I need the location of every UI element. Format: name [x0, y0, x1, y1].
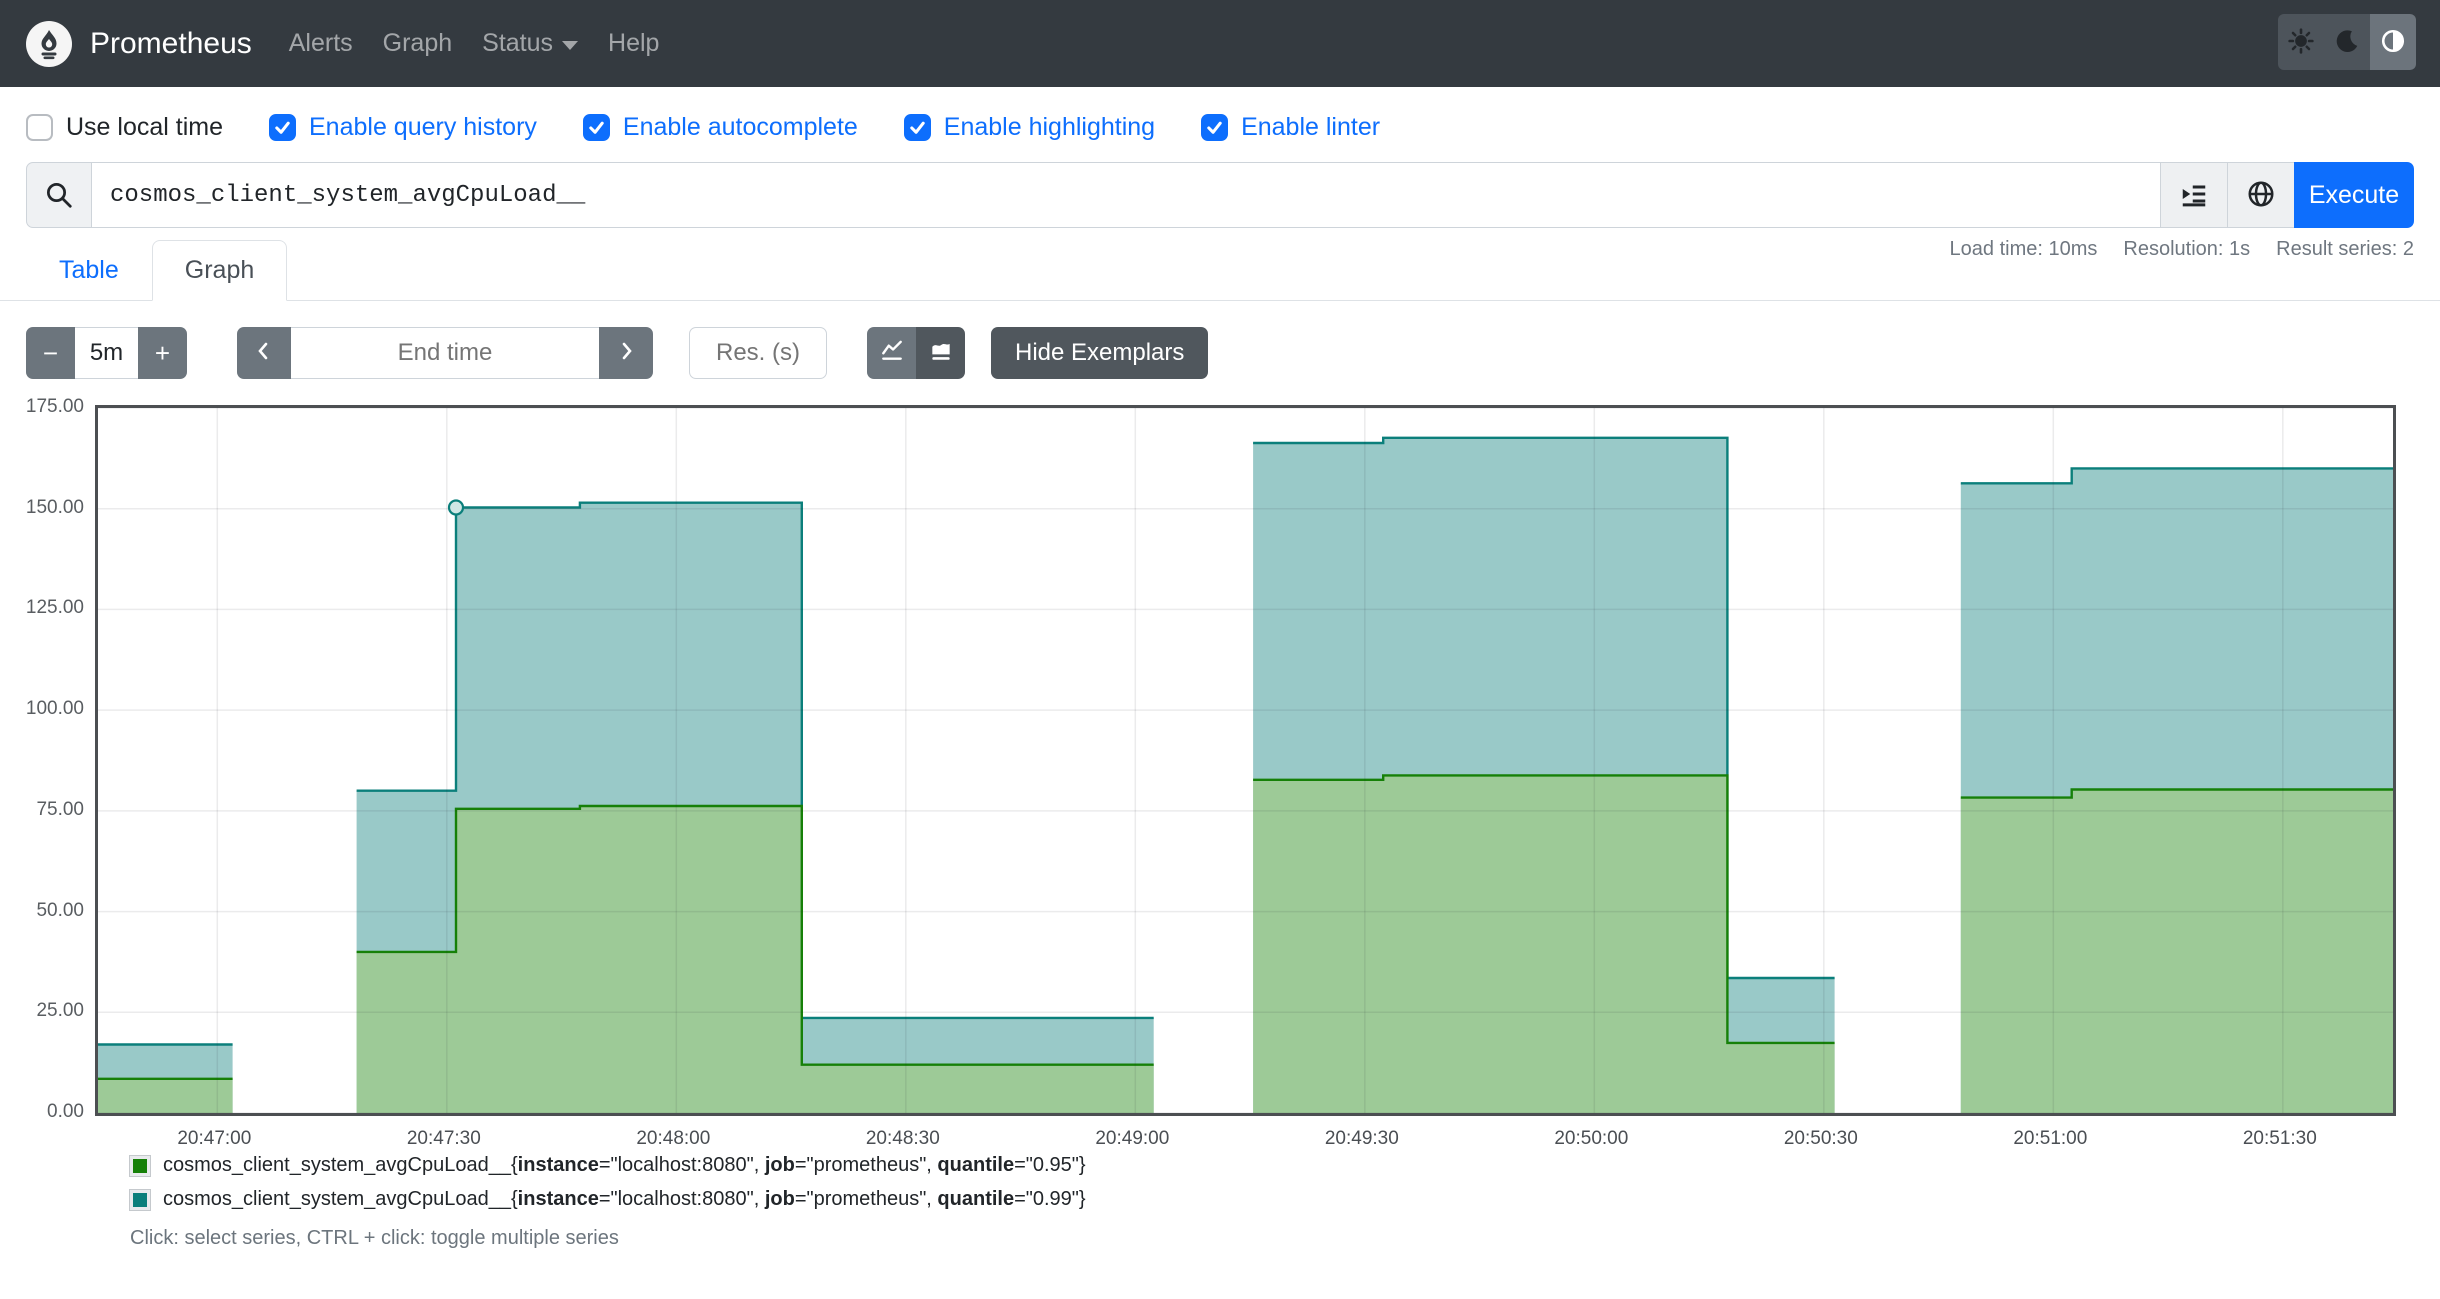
- x-tick-label: 20:50:30: [1783, 1128, 1858, 1149]
- legend-item[interactable]: cosmos_client_system_avgCpuLoad__{instan…: [129, 1154, 2440, 1177]
- moon-icon: [2334, 28, 2360, 57]
- line-chart-button[interactable]: [867, 327, 916, 379]
- end-time-picker: [237, 327, 653, 379]
- time-back-button[interactable]: [237, 327, 291, 379]
- nav-links: Alerts Graph Status Help: [274, 19, 675, 68]
- nav-item-help[interactable]: Help: [608, 29, 660, 57]
- nav-item-graph[interactable]: Graph: [382, 29, 453, 57]
- y-tick-label: 75.00: [36, 798, 84, 820]
- stacked-chart-button[interactable]: [916, 327, 965, 379]
- line-chart-icon: [879, 337, 905, 370]
- query-bar: Execute: [26, 162, 2414, 228]
- legend-swatch-icon: [129, 1188, 151, 1211]
- light-theme-button[interactable]: [2278, 14, 2324, 70]
- prometheus-logo-icon[interactable]: [26, 20, 72, 67]
- end-time-input[interactable]: [291, 327, 599, 379]
- y-tick-label: 175.00: [25, 396, 84, 417]
- dropdown-caret-icon: [562, 41, 579, 50]
- dark-theme-button[interactable]: [2324, 14, 2370, 70]
- hide-exemplars-button[interactable]: Hide Exemplars: [991, 327, 1209, 379]
- use-local-time-label: Use local time: [66, 113, 223, 141]
- enable-linter-checkbox[interactable]: [1201, 114, 1229, 141]
- legend-item[interactable]: cosmos_client_system_avgCpuLoad__{instan…: [129, 1188, 2440, 1211]
- enable-highlighting-option[interactable]: Enable highlighting: [903, 113, 1156, 142]
- range-increase-button[interactable]: +: [138, 327, 187, 379]
- y-tick-label: 50.00: [36, 899, 84, 921]
- enable-autocomplete-option[interactable]: Enable autocomplete: [582, 113, 858, 142]
- x-tick-label: 20:51:30: [2242, 1128, 2317, 1149]
- enable-query-history-checkbox[interactable]: [269, 114, 296, 141]
- y-tick-label: 150.00: [25, 496, 84, 518]
- legend-series-name: cosmos_client_system_avgCpuLoad__{instan…: [163, 1154, 1086, 1176]
- time-forward-button[interactable]: [599, 327, 653, 379]
- x-tick-label: 20:48:30: [865, 1128, 940, 1149]
- x-tick-label: 20:48:00: [636, 1128, 711, 1149]
- load-time-stat: Load time: 10ms: [1949, 238, 2098, 260]
- legend-hint: Click: select series, CTRL + click: togg…: [130, 1227, 619, 1249]
- y-tick-label: 0.00: [47, 1101, 84, 1122]
- range-value[interactable]: 5m: [75, 327, 138, 379]
- graph-plot[interactable]: [95, 405, 2396, 1116]
- graph-controls: − 5m + Hide Exemplars: [26, 327, 2414, 379]
- x-tick-label: 20:47:30: [406, 1128, 481, 1149]
- range-decrease-button[interactable]: −: [26, 327, 75, 379]
- chart-type-toggle: [867, 327, 965, 379]
- use-local-time-option[interactable]: Use local time: [26, 113, 223, 142]
- globe-button[interactable]: [2227, 162, 2294, 228]
- enable-linter-option[interactable]: Enable linter: [1201, 113, 1380, 142]
- y-tick-label: 100.00: [25, 698, 84, 720]
- enable-highlighting-checkbox[interactable]: [903, 114, 931, 141]
- tab-table[interactable]: Table: [59, 256, 119, 284]
- x-tick-label: 20:50:00: [1554, 1128, 1629, 1149]
- enable-highlighting-label: Enable highlighting: [943, 113, 1156, 141]
- metrics-explorer-button[interactable]: [2160, 162, 2227, 228]
- brand-title[interactable]: Prometheus: [90, 26, 252, 60]
- series-legend: cosmos_client_system_avgCpuLoad__{instan…: [129, 1154, 2440, 1211]
- theme-toggle-group: [2278, 14, 2416, 70]
- nav-item-status[interactable]: Status: [467, 19, 593, 68]
- resolution-input[interactable]: [689, 327, 827, 379]
- use-local-time-checkbox[interactable]: [26, 114, 53, 141]
- half-circle-icon: [2380, 28, 2406, 57]
- x-tick-label: 20:51:00: [2013, 1128, 2088, 1149]
- y-tick-label: 25.00: [36, 1000, 84, 1022]
- graph-canvas[interactable]: [98, 407, 2393, 1114]
- auto-theme-button[interactable]: [2370, 14, 2416, 70]
- enable-autocomplete-label: Enable autocomplete: [622, 113, 858, 141]
- tab-graph[interactable]: Graph: [151, 240, 288, 301]
- chart-area: 0.00 25.00 50.00 75.00 100.00 125.00 150.00 175…: [0, 396, 2440, 1149]
- navbar: Prometheus Alerts Graph Status Help: [0, 0, 2440, 87]
- metrics-explorer-icon: [2179, 179, 2209, 212]
- x-tick-label: 20:47:00: [177, 1128, 252, 1149]
- legend-swatch-icon: [129, 1154, 151, 1177]
- options-row: Use local time Enable query history Enab…: [0, 87, 2440, 162]
- enable-query-history-option[interactable]: Enable query history: [269, 113, 537, 142]
- query-input[interactable]: [92, 162, 2160, 228]
- result-series-stat: Result series: 2: [2276, 238, 2414, 260]
- nav-item-alerts[interactable]: Alerts: [288, 29, 353, 57]
- sun-icon: [2288, 27, 2314, 57]
- chevron-right-icon: [615, 338, 637, 369]
- y-tick-label: 125.00: [25, 597, 84, 619]
- legend-series-name: cosmos_client_system_avgCpuLoad__{instan…: [163, 1188, 1086, 1210]
- enable-autocomplete-checkbox[interactable]: [582, 114, 610, 141]
- x-tick-label: 20:49:30: [1324, 1128, 1399, 1149]
- query-stats: Load time: 10ms Resolution: 1s Result se…: [1950, 238, 2414, 261]
- resolution-stat: Resolution: 1s: [2123, 238, 2251, 260]
- globe-icon: [2246, 179, 2276, 212]
- panel-tabs: Table Graph: [0, 240, 2440, 301]
- search-icon: [26, 162, 92, 228]
- execute-button[interactable]: Execute: [2294, 162, 2414, 228]
- x-tick-label: 20:49:00: [1095, 1128, 1170, 1149]
- chevron-left-icon: [253, 338, 275, 369]
- enable-linter-label: Enable linter: [1241, 113, 1381, 141]
- range-stepper: − 5m +: [26, 327, 187, 379]
- stacked-chart-icon: [928, 337, 954, 370]
- enable-query-history-label: Enable query history: [309, 113, 537, 141]
